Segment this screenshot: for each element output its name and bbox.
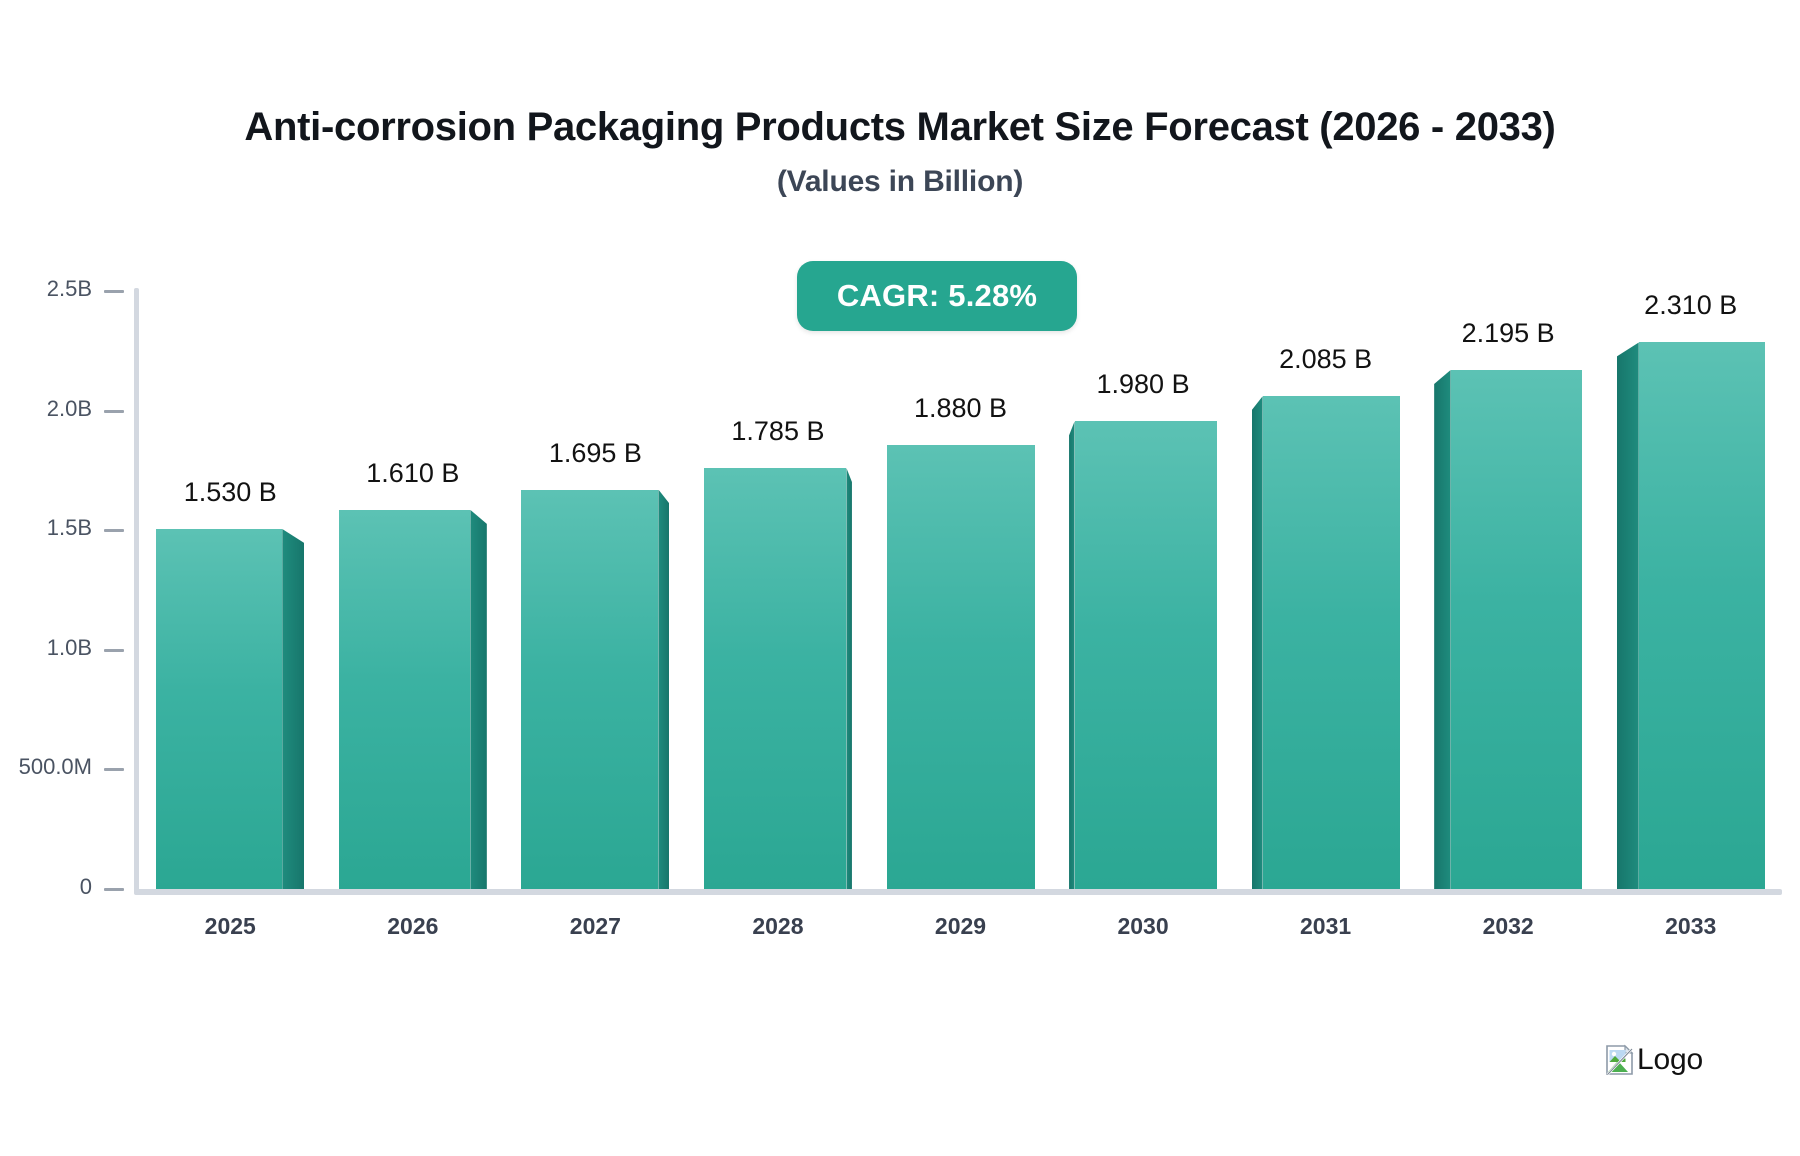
broken-image-icon (1605, 1044, 1635, 1076)
bar-side-face (1251, 396, 1263, 889)
y-axis-tick-mark (104, 409, 124, 413)
y-axis-tick-label: 1.5B (46, 515, 92, 541)
bar-front-face (338, 509, 471, 889)
cagr-badge-label: CAGR: 5.28% (836, 278, 1038, 313)
bar-value-label: 1.695 B (548, 437, 642, 468)
bar-side-face (846, 468, 852, 889)
page-title: Anti-corrosion Packaging Products Market… (244, 105, 1556, 149)
bar-front-face (1074, 421, 1218, 889)
x-axis-tick-label-2026: 2026 (387, 913, 439, 939)
bar-2031 (1251, 390, 1400, 889)
bar-side-face (1434, 369, 1451, 889)
y-axis-tick-mark (104, 888, 124, 891)
bar-front-face (156, 529, 283, 889)
x-axis-tick-label-2032: 2032 (1482, 913, 1534, 939)
y-axis-tick-mark (104, 648, 124, 652)
logo-label: Logo (1637, 1043, 1703, 1076)
bar-2032 (1434, 364, 1583, 889)
x-axis-tick-label-2030: 2030 (1117, 913, 1169, 939)
bar-value-label: 2.085 B (1279, 344, 1373, 375)
bar-2033 (1616, 336, 1765, 889)
bar-value-label: 2.195 B (1461, 317, 1555, 348)
x-axis-tick-label-2029: 2029 (934, 913, 987, 939)
y-axis-tick-mark (104, 768, 124, 772)
y-axis-tick-label: 2.0B (46, 395, 92, 421)
bar-value-label: 1.980 B (1096, 369, 1190, 400)
y-axis-tick-mark (104, 290, 124, 293)
bar-2026 (338, 504, 487, 889)
y-axis-tick-label: 1.0B (46, 634, 92, 660)
bar-2029 (886, 439, 1035, 889)
bar-front-face (1262, 396, 1400, 889)
y-axis-tick-label: 2.5B (46, 276, 92, 301)
bar-value-label: 1.610 B (366, 457, 460, 488)
x-axis-tick-label-2028: 2028 (752, 913, 804, 939)
y-axis-tick-label: 0 (79, 874, 92, 899)
bar-front-face (703, 468, 847, 889)
bar-value-label: 1.530 B (183, 477, 277, 508)
bar-2028 (703, 462, 852, 889)
y-axis-tick-mark (104, 529, 124, 533)
bar-side-face (1069, 421, 1075, 889)
logo-area: Logo (1605, 1043, 1703, 1077)
bar-side-face (470, 509, 487, 889)
x-axis-tick-label-2033: 2033 (1665, 913, 1717, 939)
chart-subtitle: (Values in Billion) (776, 165, 1024, 199)
bar-front-face (1450, 369, 1583, 889)
cagr-badge: CAGR: 5.28% (797, 261, 1077, 331)
bar-2030 (1069, 415, 1218, 889)
x-axis-tick-label-2031: 2031 (1300, 913, 1352, 939)
y-axis-line (134, 288, 139, 894)
x-axis-tick-label-2027: 2027 (569, 913, 621, 939)
x-axis-tick-label-2025: 2025 (204, 913, 256, 939)
bar-side-face (1616, 342, 1639, 889)
bar-2027 (521, 484, 670, 889)
bar-2025 (156, 523, 305, 889)
y-axis-tick-label: 500.0M (18, 754, 92, 780)
x-axis-line (134, 889, 1782, 895)
bar-side-face (658, 489, 670, 889)
bar-value-label: 1.880 B (913, 393, 1008, 424)
bar-side-face (282, 529, 305, 889)
bar-value-label: 1.785 B (731, 416, 825, 447)
bar-front-face (1638, 342, 1765, 889)
bar-front-face (521, 489, 659, 889)
bar-front-face (886, 445, 1035, 889)
title-block: Anti-corrosion Packaging Products Market… (0, 104, 1800, 199)
bar-value-label: 2.310 B (1644, 290, 1738, 321)
